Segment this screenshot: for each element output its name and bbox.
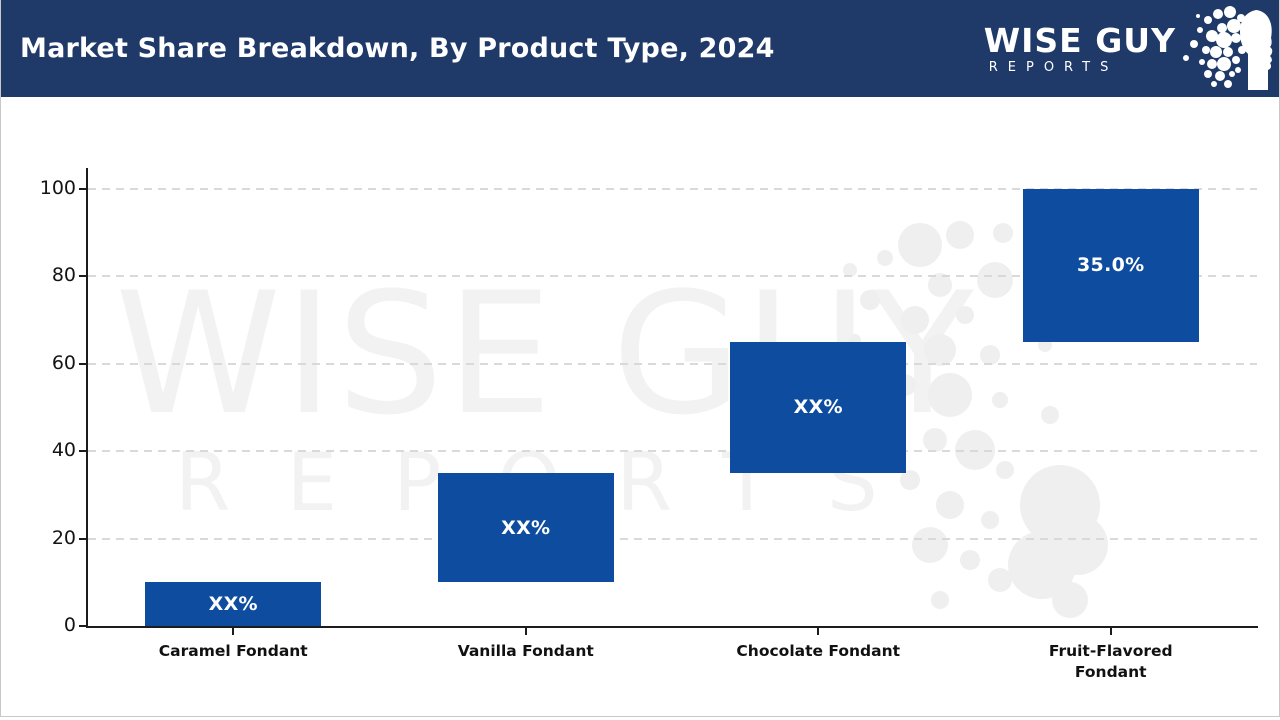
x-tick-mark <box>232 628 235 635</box>
y-axis-line <box>86 168 88 628</box>
x-category-label: Vanilla Fondant <box>457 642 594 660</box>
gridline <box>88 362 1257 365</box>
x-tick-mark <box>1109 628 1112 635</box>
y-tick-mark <box>79 537 86 540</box>
watermark-face-icon <box>843 221 1108 618</box>
gridline <box>88 450 1257 452</box>
x-category-label: Chocolate Fondant <box>736 642 901 660</box>
bar: XX% <box>145 582 322 626</box>
gridline <box>88 187 1257 190</box>
x-tick-mark <box>524 628 527 635</box>
bar-value-label: XX% <box>501 516 551 539</box>
bar: XX% <box>437 472 614 583</box>
y-tick-label: 100 <box>39 176 76 199</box>
y-tick-mark <box>79 625 86 627</box>
bar-value-label: 35.0% <box>1077 254 1145 277</box>
y-tick-label: 40 <box>51 439 76 461</box>
y-tick-label: 80 <box>51 264 76 286</box>
x-category-label: Caramel Fondant <box>158 642 308 660</box>
y-tick-mark <box>79 450 86 452</box>
gridline <box>88 275 1257 277</box>
x-category-label: Fruit-Flavored Fondant <box>1048 642 1173 681</box>
logo-subtitle: REPORTS <box>988 59 1119 75</box>
bar-value-label: XX% <box>793 396 843 419</box>
gridline <box>88 537 1257 540</box>
bar: 35.0% <box>1022 188 1199 342</box>
header-band: Market Share Breakdown, By Product Type,… <box>0 0 1280 97</box>
y-tick-mark <box>79 362 86 365</box>
y-tick-label: 20 <box>51 526 76 549</box>
logo-wordmark: WISE GUY <box>983 20 1176 60</box>
x-axis-line <box>86 626 1258 628</box>
y-tick-mark <box>79 187 86 190</box>
y-tick-label: 0 <box>63 614 76 636</box>
bar: XX% <box>730 341 907 473</box>
x-tick-mark <box>817 628 820 635</box>
logo-face-icon <box>1183 5 1273 90</box>
wise-guy-reports-logo: WISE GUY REPORTS <box>984 0 1274 97</box>
y-tick-mark <box>79 275 86 277</box>
logo-text: WISE GUY REPORTS <box>983 20 1176 75</box>
bar-value-label: XX% <box>208 593 258 616</box>
y-tick-label: 60 <box>51 351 76 374</box>
chart-title: Market Share Breakdown, By Product Type,… <box>20 33 775 64</box>
